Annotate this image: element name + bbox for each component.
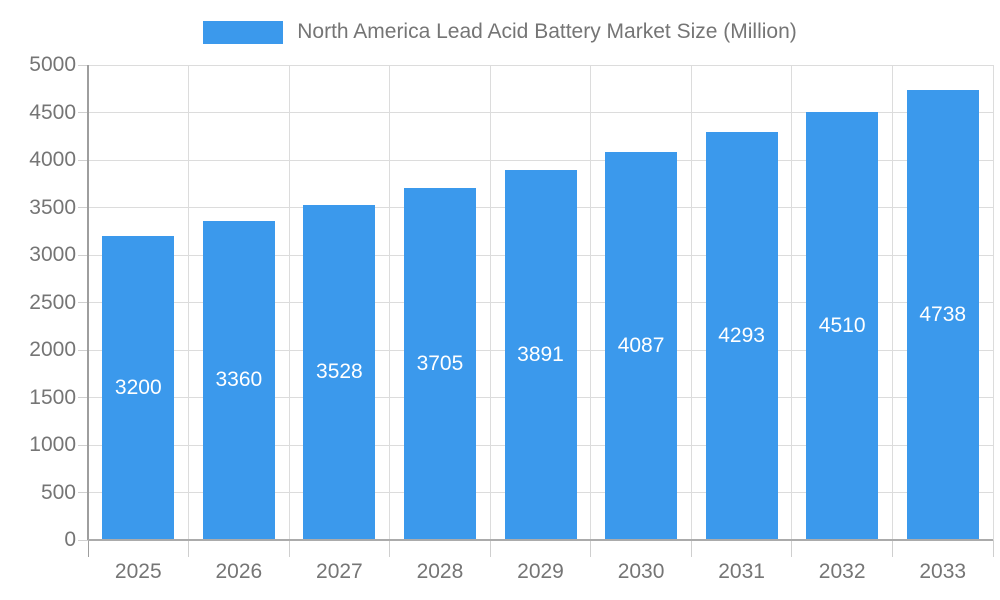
bar[interactable]: [303, 204, 376, 540]
v-gridline: [590, 65, 592, 540]
bar-value-label: 3360: [215, 368, 263, 392]
x-axis-tick-label: 2029: [517, 560, 564, 583]
v-gridline: [288, 65, 290, 540]
x-axis-tick-label: 2033: [919, 560, 967, 583]
y-axis-tick: [78, 302, 88, 303]
bar-value-label: 4293: [718, 324, 765, 348]
x-axis-tick: [288, 540, 290, 557]
bar[interactable]: [705, 132, 778, 540]
y-axis-tick: [78, 159, 88, 161]
y-axis-tick-label: 4000: [29, 148, 76, 171]
h-gridline: [88, 112, 993, 113]
bar-value-label: 3891: [517, 343, 564, 367]
y-axis-tick-label: 5000: [29, 53, 76, 76]
y-axis-tick-label: 2500: [29, 290, 76, 314]
y-axis-tick: [78, 64, 88, 66]
bar[interactable]: [504, 170, 577, 540]
bar-value-label: 3705: [416, 352, 464, 375]
y-axis-tick: [78, 397, 88, 398]
bar-value-label: 4087: [617, 333, 665, 357]
x-axis-tick-label: 2027: [316, 560, 363, 583]
x-axis-tick-label: 2032: [818, 560, 866, 583]
v-gridline: [188, 65, 190, 540]
y-axis-tick-label: 500: [40, 480, 76, 504]
y-axis-tick-label: 1000: [29, 433, 76, 456]
bar-value-label: 4738: [919, 302, 967, 326]
h-gridline: [88, 159, 993, 161]
x-axis-tick: [690, 540, 692, 557]
x-axis-tick: [891, 540, 893, 557]
x-axis-tick: [489, 540, 491, 557]
y-axis-tick: [78, 349, 88, 351]
y-axis-tick-label: 4500: [29, 100, 76, 124]
v-gridline: [690, 65, 692, 540]
x-axis-tick: [992, 540, 994, 557]
h-gridline: [88, 64, 993, 66]
v-gridline: [489, 65, 491, 540]
bar[interactable]: [403, 188, 476, 540]
bar-value-label: 3200: [114, 376, 162, 399]
bar[interactable]: [906, 89, 979, 540]
y-axis-tick: [78, 444, 88, 446]
y-axis-tick: [78, 112, 88, 113]
v-gridline: [891, 65, 893, 540]
bar[interactable]: [102, 236, 175, 540]
x-axis-tick-label: 2026: [215, 560, 263, 583]
y-axis-tick: [78, 539, 88, 541]
y-axis-tick: [78, 207, 88, 208]
y-axis-tick-label: 2000: [29, 338, 76, 361]
x-axis-tick-label: 2031: [718, 560, 765, 583]
x-axis-tick: [87, 540, 89, 557]
v-gridline: [992, 65, 994, 540]
y-axis-tick-label: 1500: [29, 385, 76, 409]
y-axis-line: [87, 65, 89, 540]
legend-title: North America Lead Acid Battery Market S…: [297, 20, 797, 43]
bar-value-label: 4510: [818, 313, 866, 337]
x-axis-tick-label: 2028: [416, 560, 464, 583]
bar[interactable]: [806, 111, 879, 540]
x-axis-tick-label: 2025: [114, 560, 162, 583]
legend-swatch: [203, 20, 284, 44]
bar[interactable]: [202, 220, 275, 540]
x-axis-tick: [791, 540, 793, 557]
x-axis-line: [88, 539, 993, 541]
legend-item[interactable]: North America Lead Acid Battery Market S…: [0, 18, 1000, 46]
v-gridline: [389, 65, 391, 540]
bar-value-label: 3528: [316, 360, 363, 384]
y-axis-tick-label: 3500: [29, 195, 76, 219]
y-axis-tick: [78, 492, 88, 493]
y-axis-tick-label: 0: [64, 528, 76, 551]
v-gridline: [791, 65, 793, 540]
y-axis-tick: [78, 254, 88, 256]
x-axis-tick: [188, 540, 190, 557]
x-axis-tick-label: 2030: [617, 560, 665, 583]
x-axis-tick: [389, 540, 391, 557]
bar[interactable]: [605, 151, 678, 540]
x-axis-tick: [590, 540, 592, 557]
y-axis-tick-label: 3000: [29, 243, 76, 266]
